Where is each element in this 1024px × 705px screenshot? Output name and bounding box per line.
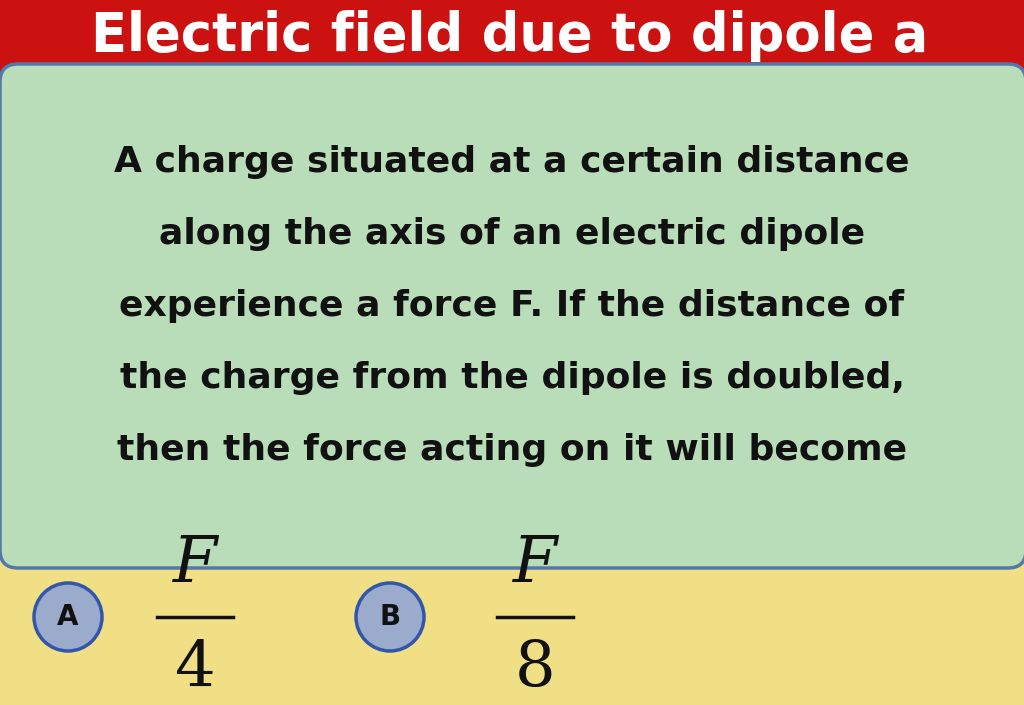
Text: F: F (173, 534, 217, 595)
Text: then the force acting on it will become: then the force acting on it will become (117, 433, 907, 467)
Text: along the axis of an electric dipole: along the axis of an electric dipole (159, 217, 865, 251)
FancyBboxPatch shape (0, 64, 1024, 568)
Text: 4: 4 (175, 639, 215, 700)
Circle shape (34, 583, 102, 651)
Text: 8: 8 (515, 639, 555, 700)
Text: B: B (380, 603, 400, 631)
Text: F: F (513, 534, 557, 595)
Text: Electric field due to dipole a: Electric field due to dipole a (91, 10, 929, 62)
Circle shape (356, 583, 424, 651)
Text: experience a force F. If the distance of: experience a force F. If the distance of (120, 289, 904, 323)
Text: the charge from the dipole is doubled,: the charge from the dipole is doubled, (120, 361, 904, 395)
Text: A: A (57, 603, 79, 631)
Bar (0, 0, 1024, 72)
Text: A charge situated at a certain distance: A charge situated at a certain distance (115, 145, 909, 179)
